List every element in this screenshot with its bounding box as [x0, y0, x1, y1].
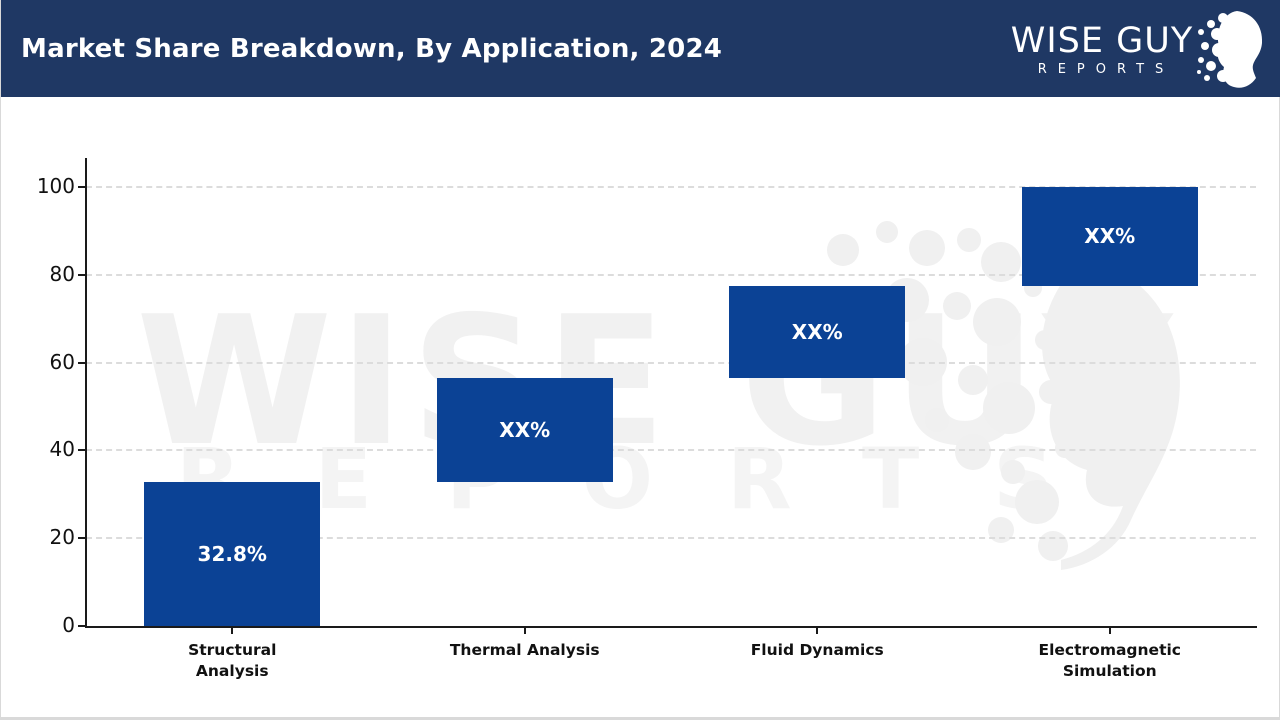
bar-value-label: XX% — [791, 320, 843, 345]
grid-line — [86, 537, 1256, 540]
grid-line — [86, 449, 1256, 452]
bar-value-label: XX% — [1084, 224, 1136, 249]
x-category-label: Structural Analysis — [188, 641, 277, 680]
bar: XX% — [1021, 187, 1198, 286]
y-axis-line — [85, 158, 87, 628]
grid-line — [86, 361, 1256, 364]
y-tick-label: 20 — [49, 525, 75, 550]
page-title: Market Share Breakdown, By Application, … — [21, 33, 723, 64]
y-tick-mark — [78, 537, 86, 540]
x-tick-mark — [816, 628, 819, 634]
bar: XX% — [729, 285, 906, 379]
x-axis-line — [85, 626, 1257, 628]
header: Market Share Breakdown, By Application, … — [1, 0, 1280, 97]
y-tick-label: 0 — [62, 613, 75, 637]
x-category-label: Fluid Dynamics — [750, 641, 884, 659]
brand-subname: REPORTS — [1037, 62, 1175, 77]
x-tick-mark — [523, 628, 526, 634]
y-tick-label: 40 — [49, 437, 75, 462]
bar: XX% — [436, 378, 613, 482]
grid-line — [86, 186, 1256, 188]
brand-logo: WISE GUY REPORTS — [1007, 6, 1267, 94]
brand-face-icon — [1197, 11, 1263, 88]
x-tick-mark — [1108, 628, 1111, 634]
y-tick-mark — [78, 273, 86, 276]
bar-value-label: 32.8% — [197, 541, 267, 566]
brand-logo-text: WISE GUY REPORTS — [1007, 22, 1197, 77]
x-category-label: Thermal Analysis — [449, 641, 600, 659]
x-category-label: Electromagnetic Simulation — [1038, 641, 1181, 680]
y-tick-mark — [78, 449, 86, 452]
y-tick-mark — [78, 186, 86, 188]
y-tick-mark — [78, 361, 86, 364]
footer-border — [1, 717, 1280, 720]
brand-name: WISE GUY — [1010, 21, 1194, 61]
waterfall-chart: 0 20 40 60 80 100 32.8% Structural Analysis XX% T… — [1, 97, 1280, 717]
bar-value-label: XX% — [499, 418, 551, 443]
watermark-reports-text: REPORTS — [176, 430, 1128, 528]
y-tick-label: 60 — [49, 349, 75, 374]
x-tick-mark — [231, 628, 234, 634]
y-tick-label: 80 — [49, 261, 75, 286]
grid-line — [86, 273, 1256, 276]
bar: 32.8% — [144, 482, 321, 626]
y-tick-mark — [78, 625, 86, 627]
y-tick-label: 100 — [36, 174, 75, 198]
